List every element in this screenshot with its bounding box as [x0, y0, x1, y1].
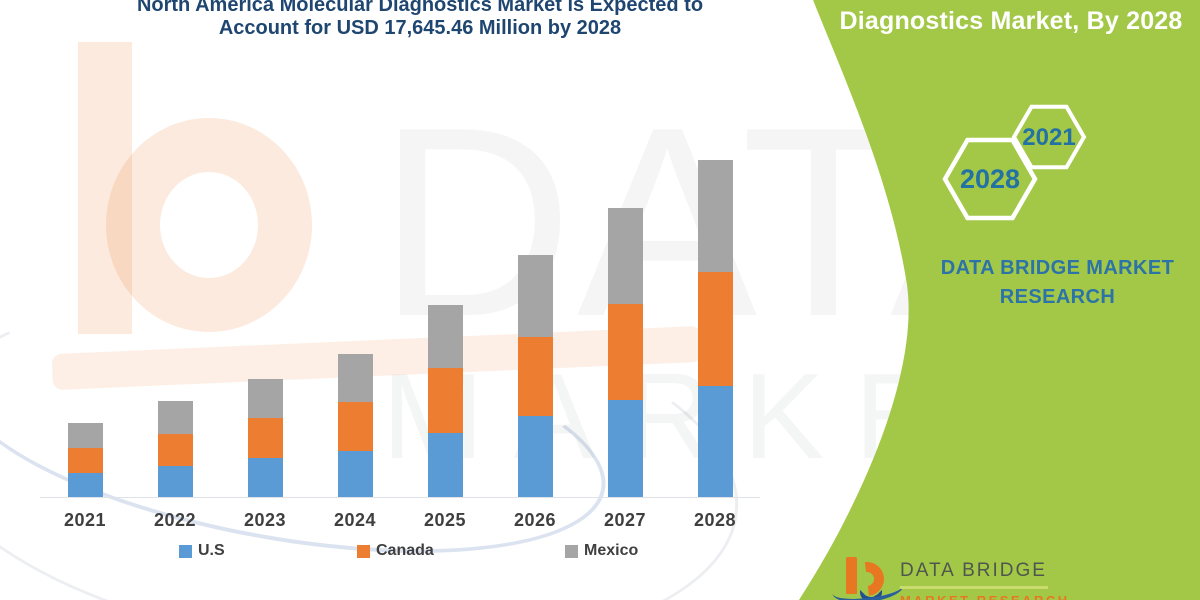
bar-segment-us-2021: [67, 472, 103, 497]
bar-2027: [607, 207, 643, 497]
legend-label: Canada: [376, 542, 434, 559]
bar-segment-mexico-2024: [337, 354, 373, 402]
brand-text-line2: RESEARCH: [999, 286, 1116, 308]
bar-segment-us-2026: [517, 415, 553, 497]
hexagon-badges: 2028 2021: [942, 104, 1087, 221]
bar-segment-canada-2027: [607, 304, 643, 401]
legend-label: U.S: [198, 542, 225, 559]
page-title-line2: Account for USD 17,645.46 Million by 202…: [218, 17, 622, 39]
legend-swatch-icon: [179, 544, 192, 558]
x-axis-label-2024: 2024: [333, 510, 377, 530]
bar-2025: [427, 304, 463, 497]
x-axis-label-2028: 2028: [693, 510, 737, 530]
bar-segment-mexico-2021: [67, 422, 103, 448]
legend-item-us: U.S: [179, 542, 225, 560]
side-panel-title: Diagnostics Market, By 2028: [839, 7, 1183, 35]
hexagon-2021-label: 2021: [1022, 124, 1075, 151]
bar-segment-mexico-2023: [247, 378, 283, 418]
bar-segment-canada-2026: [517, 337, 553, 416]
bar-2021: [67, 422, 103, 497]
legend-swatch-icon: [357, 544, 370, 558]
bar-segment-canada-2024: [337, 401, 373, 451]
bar-segment-us-2024: [337, 451, 373, 497]
footer-logo-underline: [900, 586, 1048, 589]
green-panel-shape: [799, 0, 1200, 600]
x-axis-label-2023: 2023: [243, 510, 287, 530]
x-axis-label-2026: 2026: [513, 510, 557, 530]
bar-segment-us-2022: [157, 466, 193, 497]
footer-logo-b-stem: [846, 557, 857, 594]
hexagon-2021: [1011, 104, 1087, 170]
footer-logo-swoosh-icon: [830, 571, 906, 600]
chart-legend: U.S Canada Mexico: [40, 542, 760, 560]
bar-segment-mexico-2022: [157, 401, 193, 434]
page-title-line1: North America Molecular Diagnostics Mark…: [136, 0, 704, 16]
bar-segment-canada-2023: [247, 417, 283, 459]
footer-logo-subbrand: MARKET RESEARCH: [900, 593, 1070, 600]
bar-segment-canada-2025: [427, 368, 463, 433]
hexagon-2028-label: 2028: [960, 164, 1020, 194]
bar-segment-canada-2022: [157, 433, 193, 467]
x-axis-label-2025: 2025: [423, 510, 467, 530]
footer-logo-brand: DATA BRIDGE: [900, 560, 1047, 581]
bar-segment-canada-2028: [697, 272, 733, 386]
bar-segment-us-2025: [427, 432, 463, 497]
bar-2028: [697, 160, 733, 497]
legend-label: Mexico: [584, 542, 639, 559]
bar-segment-canada-2021: [67, 447, 103, 473]
bar-segment-mexico-2025: [427, 304, 463, 369]
bar-segment-us-2028: [697, 385, 733, 497]
brand-text: DATA BRIDGE MARKET RESEARCH: [915, 254, 1200, 312]
legend-item-canada: Canada: [357, 542, 434, 560]
bar-segment-us-2027: [607, 400, 643, 497]
x-axis-labels: 2021 2022 2023 2024 2025 2026 2027 2028: [40, 510, 760, 531]
page-title: North America Molecular Diagnostics Mark…: [55, 0, 785, 40]
bar-2026: [517, 255, 553, 497]
bar-segment-mexico-2028: [697, 160, 733, 273]
bar-segment-us-2023: [247, 458, 283, 497]
legend-item-mexico: Mexico: [565, 542, 638, 560]
hexagon-2028: [942, 137, 1038, 221]
footer-logo: DATA BRIDGE MARKET RESEARCH: [830, 554, 1098, 600]
stacked-bar-chart: [40, 155, 760, 498]
footer-logo-b-tail: [860, 590, 882, 600]
bar-2024: [337, 354, 373, 497]
x-axis-label-2021: 2021: [63, 510, 107, 530]
brand-text-line1: DATA BRIDGE MARKET: [940, 257, 1175, 279]
x-axis-label-2027: 2027: [603, 510, 647, 530]
bar-segment-mexico-2026: [517, 255, 553, 338]
bar-2023: [247, 378, 283, 497]
legend-swatch-icon: [565, 544, 578, 558]
x-axis-label-2022: 2022: [153, 510, 197, 530]
bar-2022: [157, 401, 193, 497]
bar-segment-mexico-2027: [607, 207, 643, 305]
